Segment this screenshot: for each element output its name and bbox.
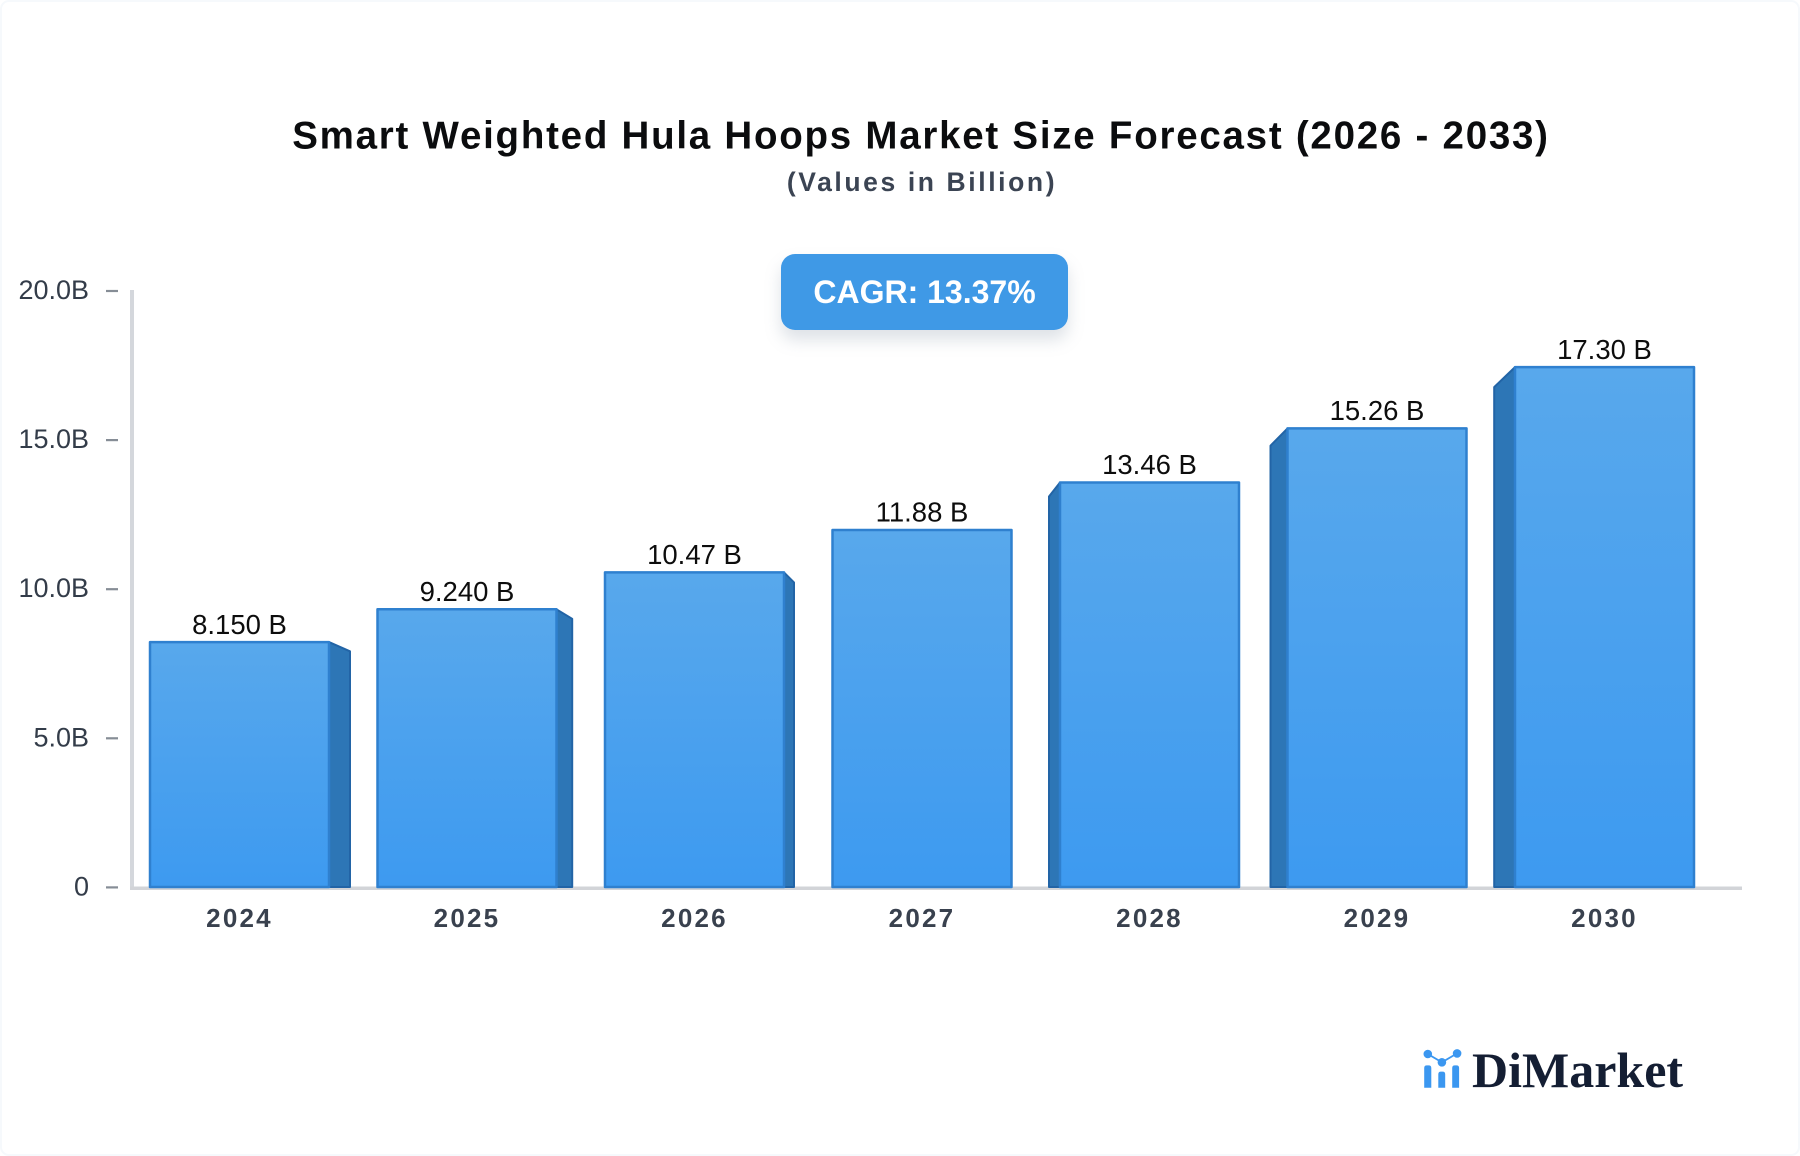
svg-text:2027: 2027: [889, 903, 956, 933]
svg-text:20.0B: 20.0B: [18, 275, 89, 305]
svg-text:DiMarket: DiMarket: [1472, 1042, 1683, 1098]
svg-text:13.46 B: 13.46 B: [1102, 449, 1197, 480]
svg-text:2026: 2026: [661, 903, 728, 933]
svg-text:8.150 B: 8.150 B: [192, 609, 287, 640]
svg-text:15.0B: 15.0B: [18, 424, 89, 454]
svg-text:15.26 B: 15.26 B: [1330, 395, 1425, 426]
svg-text:10.47 B: 10.47 B: [647, 539, 742, 570]
svg-text:2025: 2025: [434, 903, 501, 933]
svg-text:17.30 B: 17.30 B: [1557, 334, 1652, 365]
svg-text:9.240 B: 9.240 B: [420, 576, 515, 607]
svg-text:2024: 2024: [206, 903, 273, 933]
svg-text:(Values in Billion): (Values in Billion): [787, 167, 1057, 197]
svg-text:5.0B: 5.0B: [33, 722, 89, 752]
svg-text:2030: 2030: [1571, 903, 1638, 933]
svg-text:2029: 2029: [1344, 903, 1411, 933]
svg-text:10.0B: 10.0B: [18, 573, 89, 603]
svg-text:Smart Weighted Hula Hoops Mark: Smart Weighted Hula Hoops Market Size Fo…: [292, 115, 1550, 158]
svg-text:11.88 B: 11.88 B: [876, 497, 969, 528]
svg-text:0: 0: [74, 871, 89, 901]
svg-text:2028: 2028: [1116, 903, 1183, 933]
